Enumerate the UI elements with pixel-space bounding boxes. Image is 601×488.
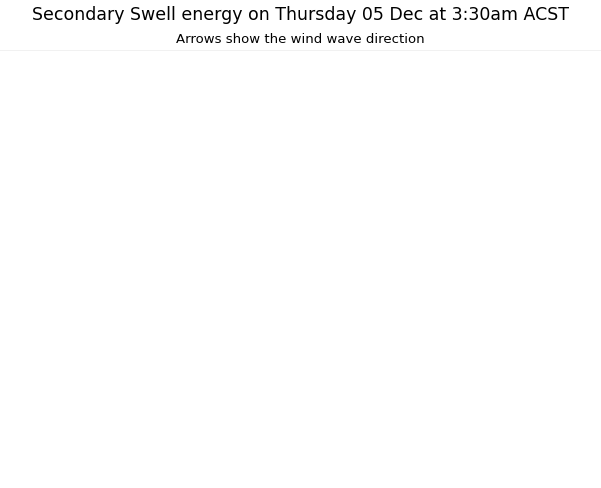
Text: Secondary Swell energy on Thursday 05 Dec at 3:30am ACST: Secondary Swell energy on Thursday 05 De… [32, 6, 569, 24]
Text: cartopy required: cartopy required [219, 260, 382, 279]
Text: Arrows show the wind wave direction: Arrows show the wind wave direction [176, 34, 425, 46]
